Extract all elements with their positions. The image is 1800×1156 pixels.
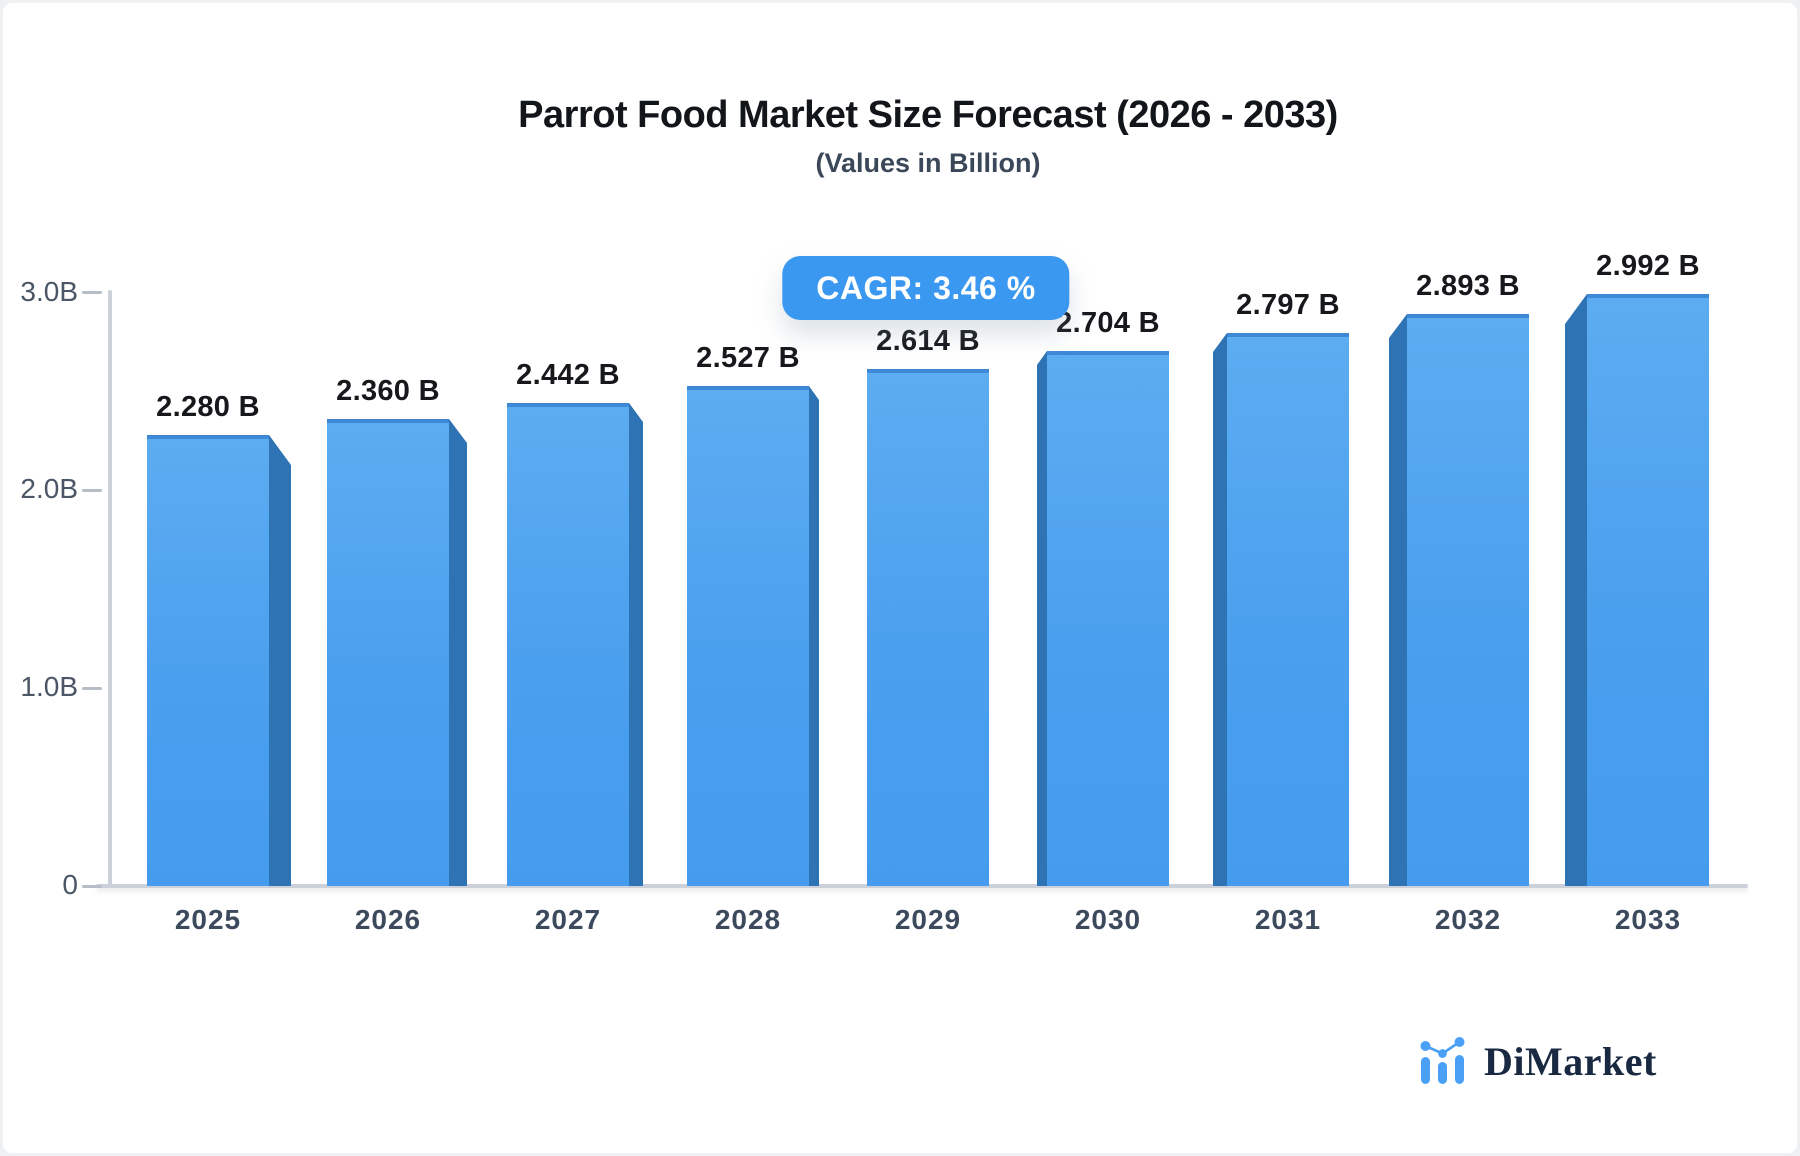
y-tick-label: 2.0B xyxy=(20,473,78,505)
y-tick-label: 3.0B xyxy=(20,275,78,307)
x-axis-label: 2032 xyxy=(1434,904,1502,935)
bar-value-label: 2.360 B xyxy=(336,375,440,407)
bar-value-label: 2.614 B xyxy=(876,325,980,357)
bar-2030 xyxy=(1037,351,1169,886)
bar-2032 xyxy=(1389,314,1529,886)
bar-2033 xyxy=(1565,294,1709,886)
y-tick-dash xyxy=(82,488,102,492)
y-tick-label: 1.0B xyxy=(20,671,78,703)
x-axis-label: 2028 xyxy=(714,904,782,935)
bar-side-face xyxy=(809,386,819,886)
y-tick-label: 0 xyxy=(62,869,78,900)
chart-subtitle: (Values in Billion) xyxy=(815,148,1041,178)
bar-value-label: 2.704 B xyxy=(1056,307,1160,339)
x-axis-label: 2027 xyxy=(534,904,602,935)
x-axis-label: 2033 xyxy=(1614,904,1682,935)
bar-value-label: 2.893 B xyxy=(1416,270,1520,302)
bar-value-label: 2.797 B xyxy=(1236,289,1340,321)
bar-side-face xyxy=(629,403,643,886)
bar-2031 xyxy=(1213,333,1349,886)
bar-front-face xyxy=(507,403,629,886)
bar-2027 xyxy=(507,403,643,886)
x-axis-label: 2026 xyxy=(354,904,422,935)
x-axis-baseline xyxy=(96,884,1748,888)
bar-2026 xyxy=(327,419,467,886)
bar-front-face xyxy=(1407,314,1529,886)
y-tick-dash xyxy=(82,291,102,295)
bar-front-face xyxy=(687,386,809,886)
x-axis-label: 2025 xyxy=(174,904,242,935)
bar-2028 xyxy=(687,386,819,886)
bar-side-face xyxy=(449,419,467,886)
bar-front-face xyxy=(327,419,449,886)
bar-front-face xyxy=(1227,333,1349,886)
bar-value-label: 2.527 B xyxy=(696,342,800,374)
bar-value-label: 2.992 B xyxy=(1596,250,1700,282)
bar-side-face xyxy=(1213,333,1227,886)
bar-front-face xyxy=(1047,351,1169,886)
chart-title: Parrot Food Market Size Forecast (2026 -… xyxy=(518,94,1338,136)
bar-2025 xyxy=(147,435,291,886)
bar-side-face xyxy=(1565,294,1587,886)
x-axis-label: 2031 xyxy=(1254,904,1322,935)
x-axis-label: 2029 xyxy=(894,904,962,935)
bar-front-face xyxy=(147,435,269,886)
bar-front-face xyxy=(1587,294,1709,886)
y-axis-line xyxy=(108,290,112,886)
bar-side-face xyxy=(1389,314,1407,886)
bar-value-label: 2.280 B xyxy=(156,391,260,423)
bar-value-label: 2.442 B xyxy=(516,359,620,391)
brand-logo: DiMarket xyxy=(1418,1036,1657,1086)
dimarket-bars-icon xyxy=(1418,1036,1470,1086)
bar-side-face xyxy=(269,435,291,886)
bar-side-face xyxy=(1037,351,1047,886)
brand-name: DiMarket xyxy=(1484,1038,1657,1084)
cagr-badge: CAGR: 3.46 % xyxy=(782,256,1070,320)
y-tick-dash xyxy=(82,884,102,888)
bar-front-face xyxy=(867,369,989,886)
y-tick-dash xyxy=(82,686,102,690)
bar-2029 xyxy=(867,369,989,886)
x-axis-label: 2030 xyxy=(1074,904,1142,935)
